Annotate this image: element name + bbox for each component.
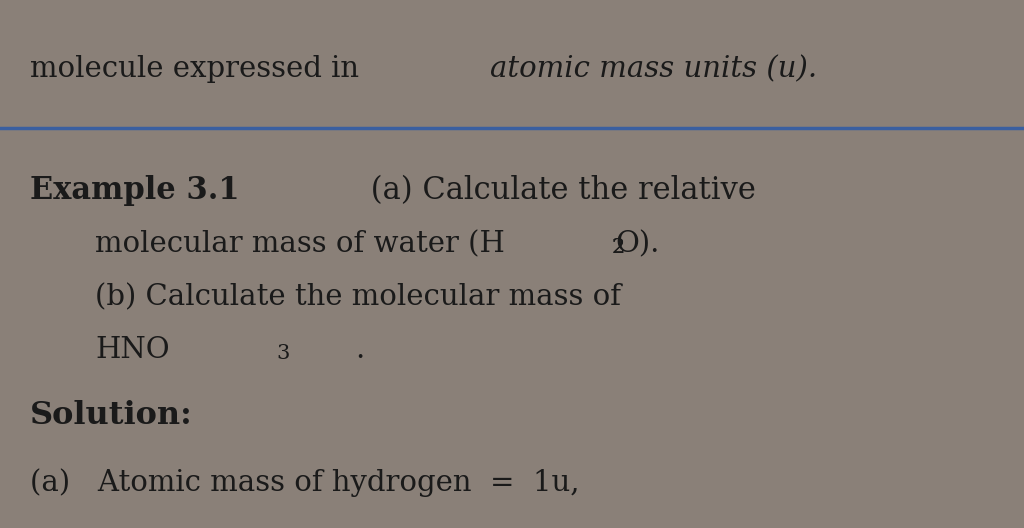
Text: (a) Calculate the relative: (a) Calculate the relative <box>360 175 756 206</box>
Text: (a)   Atomic mass of hydrogen  =  1u,: (a) Atomic mass of hydrogen = 1u, <box>30 468 580 497</box>
Text: 3: 3 <box>276 344 290 363</box>
Text: Solution:: Solution: <box>30 400 193 431</box>
Text: O).: O). <box>615 230 659 258</box>
Text: 2: 2 <box>611 238 625 257</box>
Text: (b) Calculate the molecular mass of: (b) Calculate the molecular mass of <box>95 283 621 311</box>
Text: atomic mass units (u).: atomic mass units (u). <box>489 55 816 83</box>
Text: 2: 2 <box>611 238 625 257</box>
Text: molecular mass of water (H: molecular mass of water (H <box>95 230 505 258</box>
Text: .: . <box>355 336 365 364</box>
Text: molecule expressed in: molecule expressed in <box>30 55 369 83</box>
Text: Example 3.1: Example 3.1 <box>30 175 240 206</box>
Text: HNO: HNO <box>95 336 170 364</box>
